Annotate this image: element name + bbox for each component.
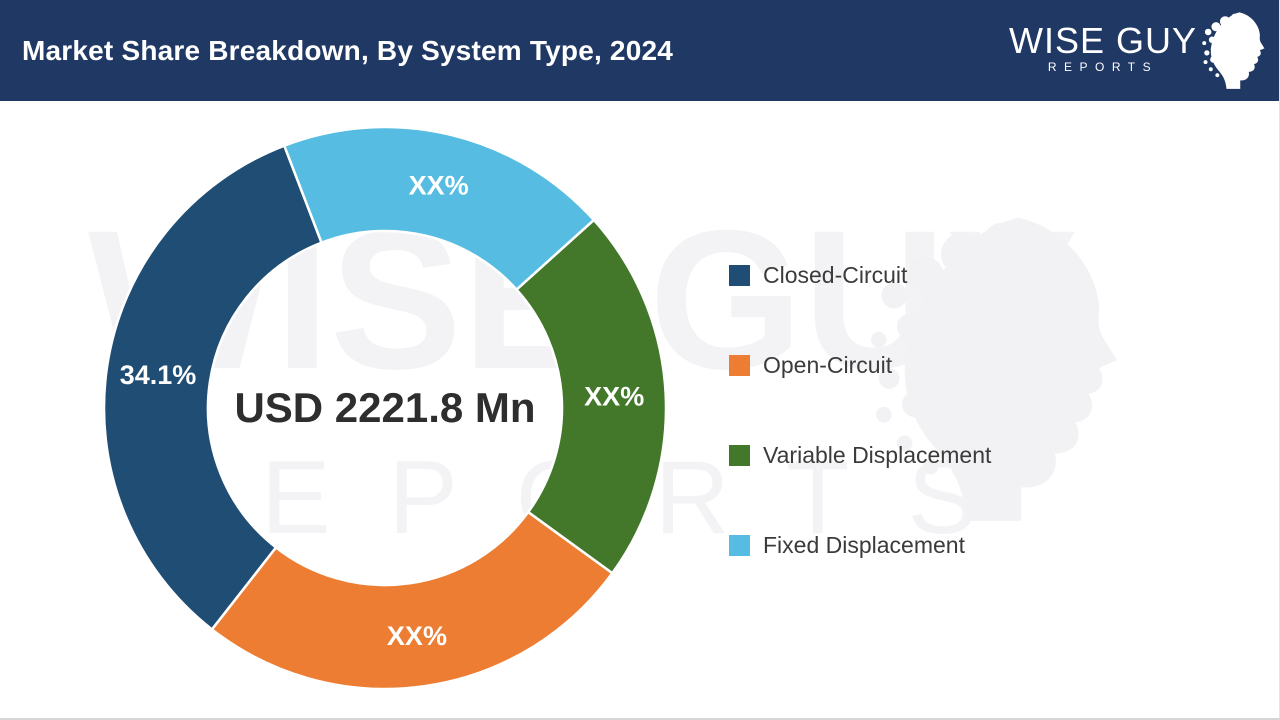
legend-item-fixed-displacement: Fixed Displacement	[729, 532, 991, 558]
wise-guy-logo: WISE GUY REPORTS	[1009, 7, 1271, 89]
legend-item-open-circuit: Open-Circuit	[729, 352, 991, 378]
slice-value-label: XX%	[409, 171, 469, 201]
logo-text: WISE GUY REPORTS	[1008, 19, 1197, 75]
header-bar: Market Share Breakdown, By System Type, …	[0, 0, 1279, 101]
donut-slice-fixed-displacement	[282, 125, 596, 292]
market-value-label: USD 2221.8 Mn	[234, 384, 536, 431]
logo-head-icon	[1202, 12, 1265, 89]
legend-swatch	[729, 535, 750, 556]
legend-label: Variable Displacement	[763, 442, 992, 468]
legend-swatch	[729, 445, 750, 466]
legend-label: Closed-Circuit	[763, 262, 908, 288]
donut-chart: 34.1% XX% XX% XX%	[102, 125, 668, 691]
legend-item-closed-circuit: Closed-Circuit	[729, 262, 991, 288]
donut-slice-open-circuit	[210, 510, 615, 691]
chart-area: WISE GUY REPORTS 34.1%XX%XX%XX% USD 2221…	[0, 101, 1279, 718]
legend: Closed-Circuit Open-Circuit Variable Displ…	[729, 262, 992, 625]
logo-wordmark: WISE GUY	[1008, 19, 1197, 61]
slice-value-label: XX%	[387, 621, 447, 651]
slice-value-label: XX%	[584, 382, 644, 412]
page-title: Market Share Breakdown, By System Type, …	[22, 34, 674, 66]
donut-slice-variable-displacement	[514, 218, 668, 575]
legend-swatch	[729, 265, 750, 286]
legend-item-variable-displacement: Variable Displacement	[729, 442, 992, 468]
legend-swatch	[729, 355, 750, 376]
legend-label: Fixed Displacement	[763, 532, 965, 558]
logo-subtitle: REPORTS	[1047, 60, 1159, 75]
donut-slice-closed-circuit	[102, 144, 324, 632]
legend-label: Open-Circuit	[763, 352, 893, 378]
slice-value-label: 34.1%	[120, 360, 197, 390]
